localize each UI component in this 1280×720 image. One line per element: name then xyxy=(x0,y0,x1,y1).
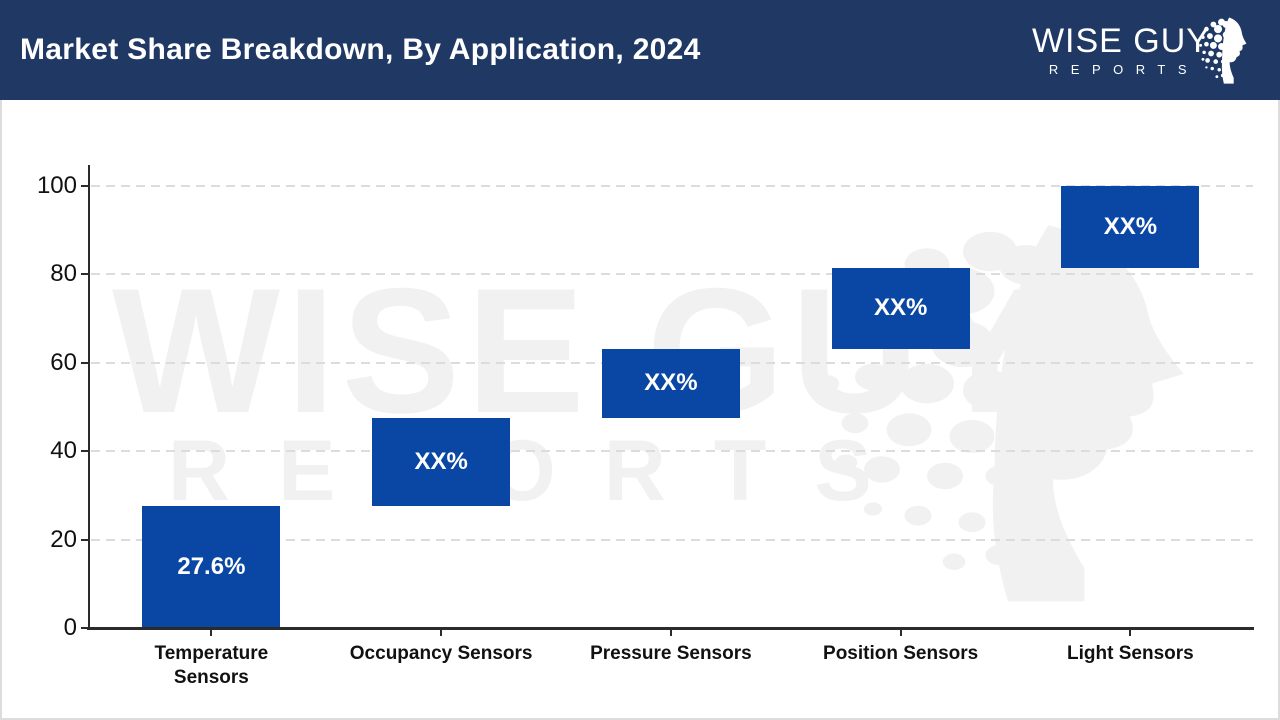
x-axis-category-label: Pressure Sensors xyxy=(590,643,752,664)
bar-value-label: 27.6% xyxy=(177,552,246,580)
x-tick-mark xyxy=(440,629,443,636)
bar-value-label: XX% xyxy=(644,369,698,397)
x-axis-category-label: Position Sensors xyxy=(823,643,979,664)
y-axis-tick-label: 0 xyxy=(63,614,77,641)
y-axis-tick-label: 80 xyxy=(50,260,77,288)
bar-value-label: XX% xyxy=(1103,212,1158,240)
bar-value-label: XX% xyxy=(873,294,928,322)
y-tick-mark xyxy=(81,273,89,276)
y-axis-line xyxy=(88,165,90,630)
waterfall-bar: XX% xyxy=(372,418,511,506)
x-tick-mark xyxy=(1129,629,1132,636)
logo-wordmark: WISE GUY xyxy=(1031,22,1210,60)
y-axis-tick-label: 40 xyxy=(50,437,77,465)
y-gridline xyxy=(91,450,1253,453)
x-axis-category-label: Occupancy Sensors xyxy=(349,643,533,664)
y-tick-mark xyxy=(81,450,89,453)
logo-head-icon xyxy=(1196,15,1254,85)
waterfall-bar: XX% xyxy=(831,267,970,349)
y-tick-mark xyxy=(81,361,89,364)
waterfall-bar: XX% xyxy=(1061,186,1200,268)
bar-value-label: XX% xyxy=(414,448,468,476)
x-tick-mark xyxy=(669,629,672,636)
logo-subtext: REPORTS xyxy=(1048,62,1200,77)
header-banner: Market Share Breakdown, By Application, … xyxy=(0,0,1280,100)
x-tick-mark xyxy=(899,629,902,636)
x-axis-line xyxy=(87,627,1254,630)
y-axis-tick-label: 60 xyxy=(50,348,77,376)
waterfall-bar: 27.6% xyxy=(142,506,281,628)
y-gridline xyxy=(91,538,1253,541)
y-gridline xyxy=(91,273,1253,276)
y-tick-mark xyxy=(81,627,89,629)
logo-text: WISE GUY REPORTS xyxy=(1032,24,1210,76)
x-tick-mark xyxy=(210,629,213,636)
watermark-subtext: REPORTS xyxy=(168,423,920,519)
y-gridline xyxy=(91,185,1253,187)
y-tick-mark xyxy=(81,185,89,187)
x-axis-category-label: Light Sensors xyxy=(1067,643,1194,664)
y-axis-tick-label: 100 xyxy=(36,172,77,199)
y-tick-mark xyxy=(81,538,89,541)
y-axis-tick-label: 20 xyxy=(50,525,77,553)
waterfall-bar: XX% xyxy=(601,348,740,419)
wise-guy-logo: WISE GUY REPORTS xyxy=(1032,15,1254,85)
page-title: Market Share Breakdown, By Application, … xyxy=(20,33,701,66)
x-axis-category-label: Temperature Sensors xyxy=(154,643,269,688)
